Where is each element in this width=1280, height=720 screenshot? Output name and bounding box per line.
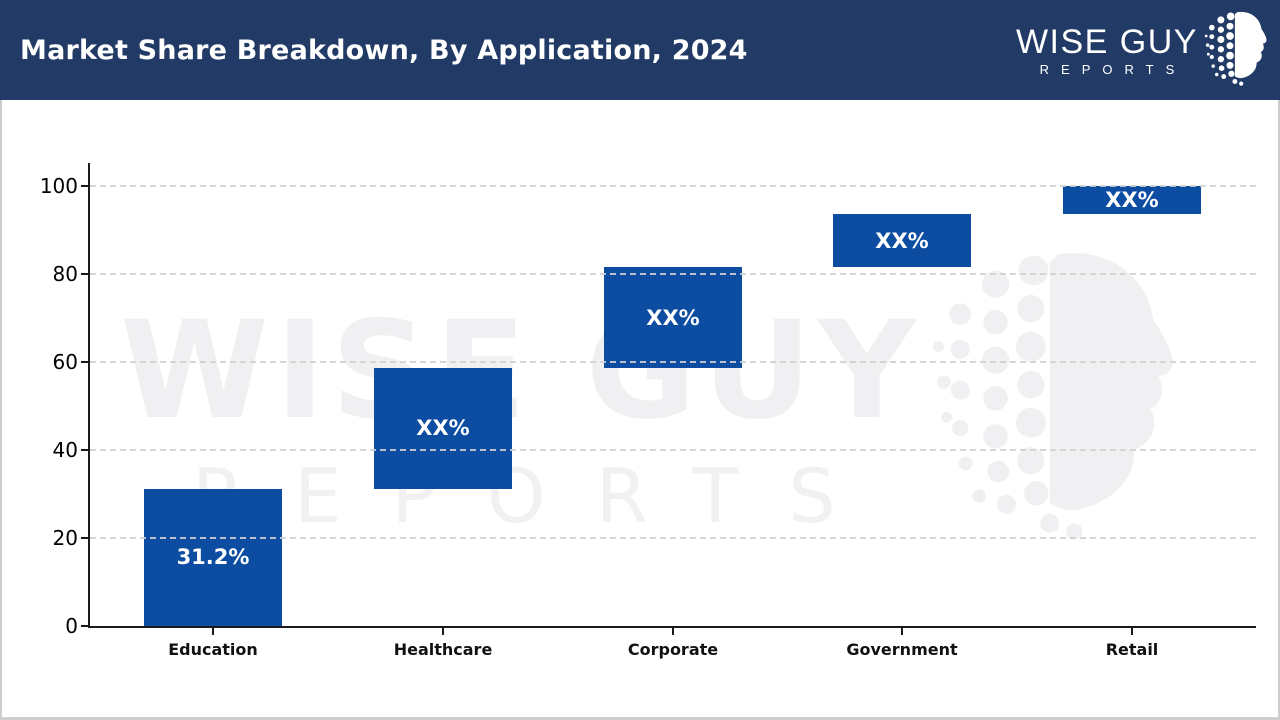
header: Market Share Breakdown, By Application, …: [0, 0, 1280, 100]
bar-healthcare: XX%: [374, 368, 512, 489]
bar-value-label-retail: XX%: [1105, 188, 1159, 213]
x-axis-line: [88, 626, 1256, 628]
bar-corporate: XX%: [604, 266, 742, 369]
x-tick-mark-retail: [1131, 628, 1133, 635]
y-tick-mark-60: [81, 361, 88, 363]
x-label-education: Education: [168, 640, 258, 659]
bar-government: XX%: [833, 214, 971, 267]
y-tick-mark-40: [81, 449, 88, 451]
x-label-corporate: Corporate: [627, 640, 719, 659]
x-tick-mark-corporate: [672, 628, 674, 635]
y-tick-label-0: 0: [65, 614, 78, 638]
y-tick-mark-80: [81, 273, 88, 275]
y-tick-label-40: 40: [52, 438, 78, 462]
x-label-healthcare: Healthcare: [393, 640, 493, 659]
bar-value-label-healthcare: XX%: [416, 416, 470, 441]
bar-education: 31.2%: [144, 488, 282, 626]
y-tick-label-80: 80: [52, 262, 78, 286]
gridline-20: [90, 537, 1256, 539]
watermark-wordmark: WISE GUY: [120, 292, 922, 449]
brand-logo: WISE GUY REPORTS: [1016, 0, 1272, 100]
gridline-100: [90, 185, 1256, 187]
gridline-80: [90, 273, 1256, 275]
y-tick-label-20: 20: [52, 526, 78, 550]
bar-value-label-corporate: XX%: [646, 305, 700, 330]
chart-area: WISE GUY REPORTS 0 20 40 60 80 100 31.2% Educat…: [0, 100, 1280, 720]
brand-name-text: WISE GUY: [1015, 22, 1198, 61]
y-tick-mark-100: [81, 185, 88, 187]
y-axis-line: [88, 163, 90, 628]
watermark-head-icon: [933, 252, 1173, 540]
brand-head-icon: [1204, 11, 1267, 86]
gridline-60: [90, 361, 1256, 363]
brand-wordmark: WISE GUY REPORTS: [1016, 25, 1198, 76]
bar-value-label-government: XX%: [875, 228, 929, 253]
y-tick-mark-20: [81, 537, 88, 539]
y-tick-label-100: 100: [39, 174, 78, 198]
page-title: Market Share Breakdown, By Application, …: [20, 34, 748, 66]
y-tick-label-60: 60: [52, 350, 78, 374]
y-tick-mark-0: [81, 625, 88, 627]
x-tick-mark-healthcare: [442, 628, 444, 635]
gridline-40: [90, 449, 1256, 451]
bar-retail: XX%: [1063, 186, 1201, 215]
x-tick-mark-government: [901, 628, 903, 635]
x-label-retail: Retail: [1105, 640, 1159, 659]
x-label-government: Government: [846, 640, 958, 659]
watermark-reports: REPORTS: [192, 452, 886, 540]
brand-subname-text: REPORTS: [1039, 61, 1187, 77]
bar-value-label-education: 31.2%: [176, 545, 250, 570]
x-tick-mark-education: [212, 628, 214, 635]
